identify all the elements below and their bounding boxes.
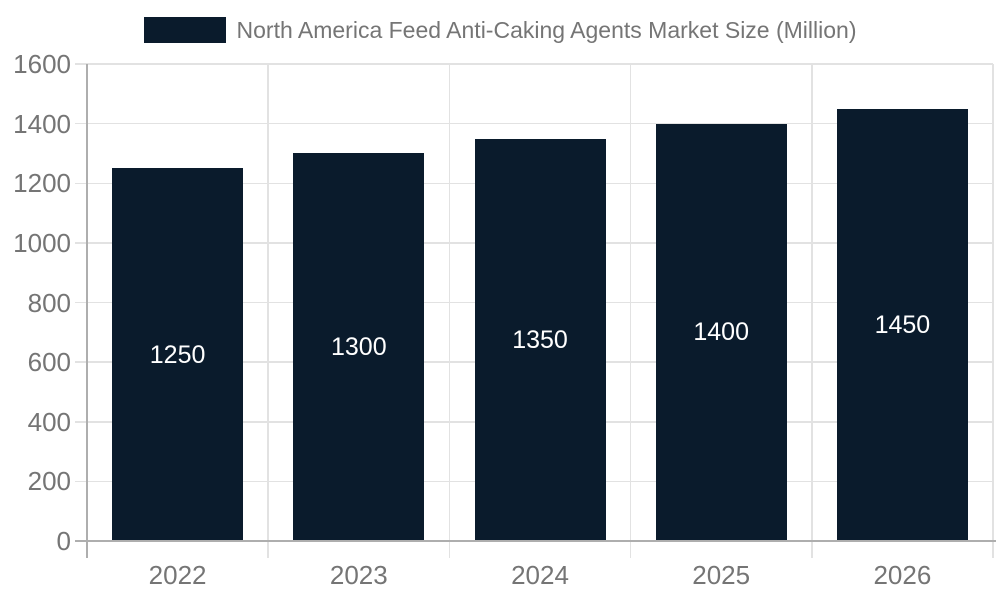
gridline-vertical bbox=[992, 64, 994, 558]
x-tick-label: 2026 bbox=[873, 560, 932, 590]
bar-value-label: 1450 bbox=[874, 310, 931, 339]
y-tick-label: 1000 bbox=[13, 227, 71, 258]
gridline-vertical bbox=[267, 64, 269, 558]
x-axis-line bbox=[75, 540, 996, 542]
bar-2024 bbox=[474, 138, 606, 541]
bar-2026 bbox=[836, 108, 968, 541]
bar-2023 bbox=[293, 153, 425, 541]
gridline-vertical bbox=[629, 64, 632, 558]
bar-value-label: 1400 bbox=[693, 318, 749, 347]
bar-2022 bbox=[112, 168, 244, 541]
bar-2025 bbox=[655, 123, 787, 541]
y-tick-label: 400 bbox=[27, 406, 71, 437]
y-tick-label: 1600 bbox=[13, 49, 71, 79]
x-tick-label: 2023 bbox=[329, 560, 388, 590]
bar-value-label: 1350 bbox=[512, 325, 568, 354]
gridline-vertical bbox=[448, 64, 451, 558]
gridline-horizontal bbox=[75, 122, 993, 125]
y-tick-label: 1400 bbox=[13, 108, 71, 139]
y-tick-label: 200 bbox=[27, 466, 71, 497]
gridline-vertical bbox=[811, 64, 813, 558]
y-tick-label: 1200 bbox=[13, 168, 71, 199]
y-tick-label: 600 bbox=[27, 347, 71, 378]
x-tick-label: 2024 bbox=[511, 560, 569, 590]
x-tick-label: 2022 bbox=[148, 560, 207, 590]
bar-value-label: 1300 bbox=[330, 333, 387, 362]
legend-swatch bbox=[143, 17, 226, 43]
bar-value-label: 1250 bbox=[149, 340, 206, 369]
chart-legend: North America Feed Anti-Caking Agents Ma… bbox=[0, 17, 1000, 43]
x-tick-label: 2025 bbox=[692, 560, 751, 590]
y-axis-line bbox=[86, 64, 88, 558]
legend-label: North America Feed Anti-Caking Agents Ma… bbox=[236, 17, 857, 43]
y-tick-label: 800 bbox=[27, 287, 71, 318]
y-tick-label: 0 bbox=[56, 526, 71, 556]
gridline-horizontal bbox=[75, 63, 993, 65]
